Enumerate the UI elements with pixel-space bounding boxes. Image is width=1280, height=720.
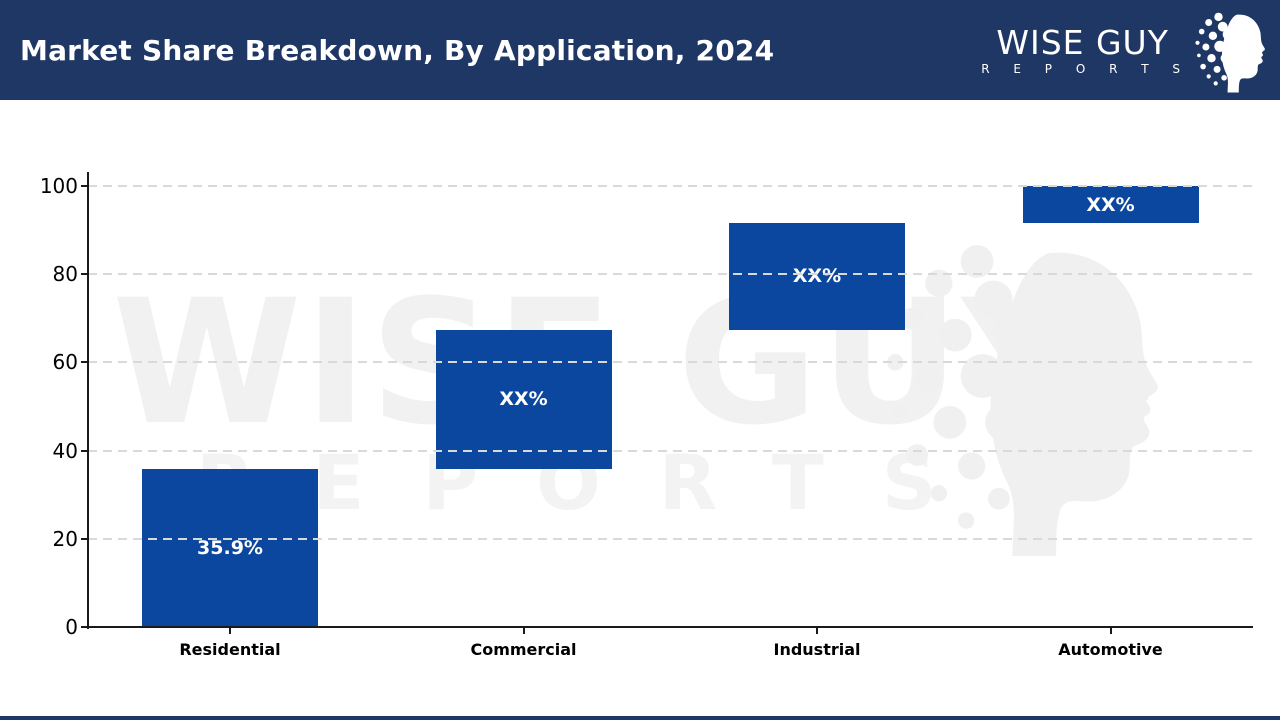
x-axis-tick	[1109, 628, 1112, 634]
x-axis-tick	[816, 628, 818, 634]
y-axis-tick	[81, 361, 88, 364]
brand-subtitle: R E P O R T S	[981, 62, 1190, 76]
gridline-40	[88, 449, 1253, 452]
header-bar: Market Share Breakdown, By Application, …	[0, 0, 1280, 100]
wise-guy-face-icon	[1190, 12, 1268, 100]
bar-commercial: XX%	[435, 329, 612, 469]
y-axis-tick	[81, 626, 88, 628]
x-category-label: Industrial	[773, 640, 861, 659]
y-axis-tick	[81, 537, 88, 540]
x-category-label: Residential	[179, 640, 281, 659]
brand-wordmark: WISE GUY R E P O R T S	[975, 23, 1190, 77]
y-axis-tick	[81, 273, 88, 276]
x-axis-tick	[229, 628, 231, 634]
bar-value-label: XX%	[499, 388, 548, 411]
footer-bar	[0, 716, 1280, 720]
x-category-label: Commercial	[470, 640, 577, 659]
x-category-label: Automotive	[1058, 640, 1163, 659]
bar-industrial: XX%	[729, 223, 905, 330]
bar-value-label: 35.9%	[197, 536, 263, 559]
gridline-20	[88, 537, 1253, 540]
bar-automotive: XX%	[1022, 186, 1199, 224]
x-axis-line	[86, 626, 1253, 628]
y-tick-label: 0	[65, 615, 78, 639]
bar-value-label: XX%	[792, 265, 842, 288]
y-axis-tick	[81, 449, 88, 452]
x-axis-tick	[522, 628, 525, 634]
y-tick-label: 80	[52, 262, 78, 287]
gridline-100	[88, 185, 1253, 187]
bar-residential: 35.9%	[142, 468, 318, 627]
brand-name: WISE GUY	[996, 23, 1169, 62]
gridline-60	[88, 361, 1253, 364]
y-tick-label: 20	[52, 526, 78, 551]
page-title: Market Share Breakdown, By Application, …	[20, 33, 775, 67]
y-tick-label: 100	[39, 174, 78, 198]
brand-logo: WISE GUY R E P O R T S	[981, 8, 1265, 94]
y-axis-tick	[81, 185, 88, 187]
y-axis-line	[87, 172, 89, 629]
chart-plot-area: 0 20 40 60 80 100 35.9% Residential XX% Commercia…	[0, 100, 1280, 716]
y-tick-label: 60	[52, 350, 78, 375]
y-tick-label: 40	[52, 438, 78, 463]
gridline-80	[88, 273, 1253, 276]
bar-value-label: XX%	[1086, 193, 1135, 216]
